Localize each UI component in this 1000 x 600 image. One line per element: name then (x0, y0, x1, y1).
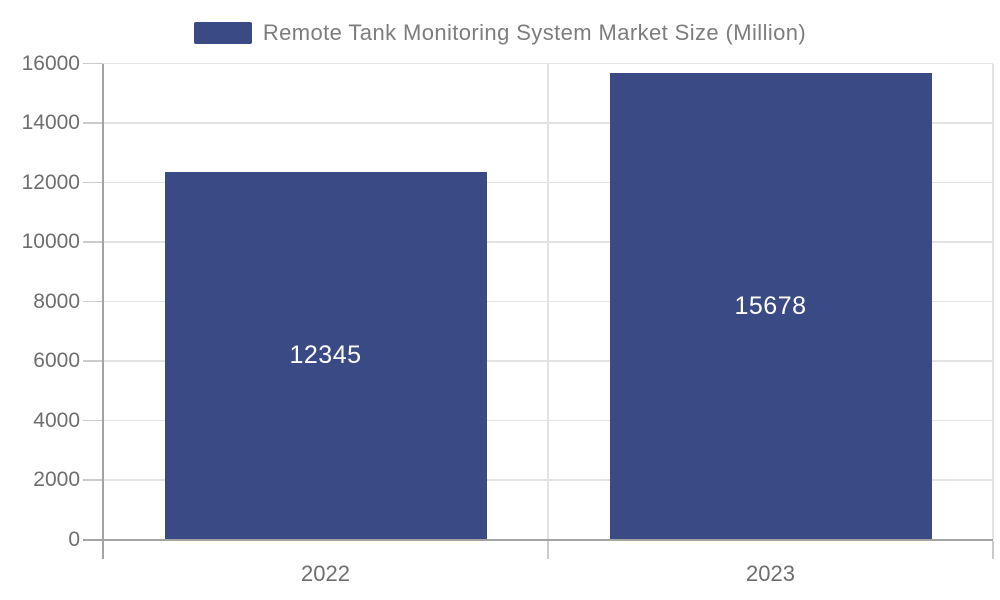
y-axis-tick-12000 (83, 181, 103, 184)
legend-item[interactable]: Remote Tank Monitoring System Market Siz… (0, 20, 1000, 46)
x-axis-tick-boundary-1 (547, 540, 549, 559)
y-axis-label-2000: 2000 (33, 468, 80, 491)
x-axis-label-2023: 2023 (746, 561, 795, 586)
y-axis-tick-8000 (83, 300, 103, 303)
y-axis-label-10000: 10000 (21, 230, 80, 253)
bar-value-label-2022: 12345 (289, 341, 362, 370)
y-axis-label-4000: 4000 (33, 408, 80, 432)
x-axis-label-2022: 2022 (301, 561, 350, 586)
y-axis-label-8000: 8000 (33, 289, 80, 313)
x-axis-line (83, 538, 993, 541)
y-axis-tick-16000 (83, 62, 103, 65)
y-axis-label-6000: 6000 (33, 349, 80, 372)
y-axis-label-0: 0 (68, 527, 80, 551)
y-axis-tick-14000 (83, 122, 103, 124)
gridline-x-boundary-1 (547, 63, 549, 540)
legend-swatch-icon (193, 22, 252, 44)
chart-title: Remote Tank Monitoring System Market Siz… (262, 20, 807, 45)
y-axis-tick-6000 (83, 360, 103, 362)
y-axis-tick-2000 (83, 479, 103, 481)
y-axis-tick-4000 (83, 419, 103, 422)
y-axis-line (102, 63, 104, 559)
y-axis-label-14000: 14000 (21, 111, 80, 134)
gridline-x-boundary-2 (992, 63, 994, 540)
bar-2022[interactable]: 12345 (164, 172, 487, 540)
x-axis-tick-boundary-2 (992, 540, 994, 559)
bar-2023[interactable]: 15678 (609, 73, 932, 540)
y-axis-label-12000: 12000 (21, 170, 80, 194)
y-axis-label-16000: 16000 (21, 51, 80, 75)
y-axis-tick-10000 (83, 241, 103, 243)
bar-value-label-2023: 15678 (734, 291, 807, 320)
